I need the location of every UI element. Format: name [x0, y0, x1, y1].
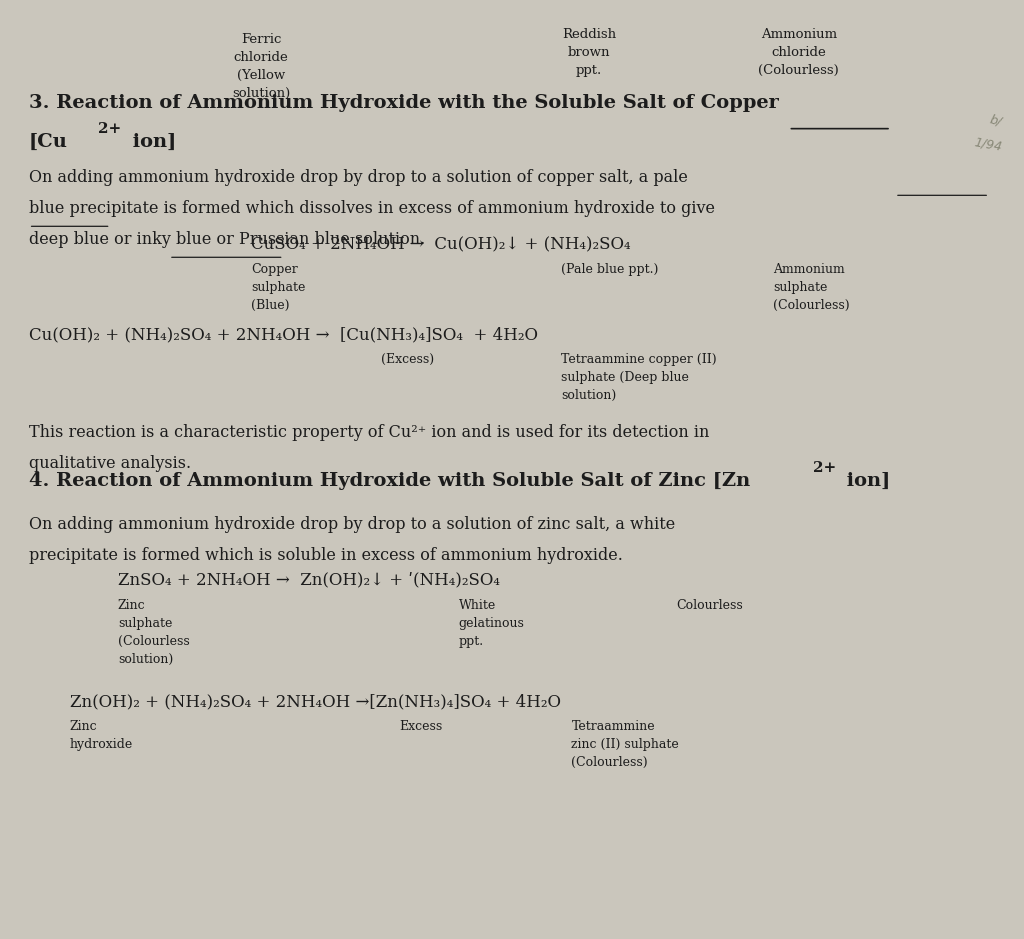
Text: ZnSO₄ + 2NH₄OH →  Zn(OH)₂↓ + ʹ(NH₄)₂SO₄: ZnSO₄ + 2NH₄OH → Zn(OH)₂↓ + ʹ(NH₄)₂SO₄	[118, 571, 500, 588]
Text: White
gelatinous
ppt.: White gelatinous ppt.	[459, 599, 524, 648]
Text: qualitative analysis.: qualitative analysis.	[29, 455, 190, 472]
Text: blue precipitate is formed which dissolves in excess of ammonium hydroxide to gi: blue precipitate is formed which dissolv…	[29, 200, 715, 217]
Text: precipitate is formed which is soluble in excess of ammonium hydroxide.: precipitate is formed which is soluble i…	[29, 547, 623, 564]
Text: Cu(OH)₂ + (NH₄)₂SO₄ + 2NH₄OH →  [Cu(NH₃)₄]SO₄  + 4H₂O: Cu(OH)₂ + (NH₄)₂SO₄ + 2NH₄OH → [Cu(NH₃)₄…	[29, 327, 538, 344]
Text: On adding ammonium hydroxide drop by drop to a solution of copper salt, a pale: On adding ammonium hydroxide drop by dro…	[29, 169, 687, 186]
Text: Reddish
brown
ppt.: Reddish brown ppt.	[562, 28, 615, 77]
Text: deep blue or inky blue or Prussian blue solution.: deep blue or inky blue or Prussian blue …	[29, 231, 425, 248]
Text: Ferric
chloride
(Yellow
solution): Ferric chloride (Yellow solution)	[232, 33, 290, 100]
Text: [Cu: [Cu	[29, 133, 68, 151]
Text: Ammonium
chloride
(Colourless): Ammonium chloride (Colourless)	[759, 28, 839, 77]
Text: 2+: 2+	[813, 461, 837, 475]
Text: Excess: Excess	[399, 720, 442, 733]
Text: Zn(OH)₂ + (NH₄)₂SO₄ + 2NH₄OH →[Zn(NH₃)₄]SO₄ + 4H₂O: Zn(OH)₂ + (NH₄)₂SO₄ + 2NH₄OH →[Zn(NH₃)₄]…	[70, 693, 560, 710]
Text: (Pale blue ppt.): (Pale blue ppt.)	[561, 263, 658, 276]
Text: This reaction is a characteristic property of Cu²⁺ ion and is used for its detec: This reaction is a characteristic proper…	[29, 424, 709, 441]
Text: Copper
sulphate
(Blue): Copper sulphate (Blue)	[251, 263, 305, 312]
Text: On adding ammonium hydroxide drop by drop to a solution of zinc salt, a white: On adding ammonium hydroxide drop by dro…	[29, 516, 675, 533]
Text: ion]: ion]	[126, 133, 176, 151]
Text: 3. Reaction of Ammonium Hydroxide with the Soluble Salt of Copper: 3. Reaction of Ammonium Hydroxide with t…	[29, 94, 778, 112]
Text: Ammonium
sulphate
(Colourless): Ammonium sulphate (Colourless)	[773, 263, 850, 312]
Text: 1/94: 1/94	[973, 136, 1002, 154]
Text: Zinc
hydroxide: Zinc hydroxide	[70, 720, 133, 751]
Text: b/: b/	[988, 113, 1004, 129]
Text: 2+: 2+	[98, 122, 122, 136]
Text: Tetraammine
zinc (II) sulphate
(Colourless): Tetraammine zinc (II) sulphate (Colourle…	[571, 720, 679, 769]
Text: Tetraammine copper (II)
sulphate (Deep blue
solution): Tetraammine copper (II) sulphate (Deep b…	[561, 353, 717, 402]
Text: Zinc
sulphate
(Colourless
solution): Zinc sulphate (Colourless solution)	[118, 599, 189, 666]
Text: CuSO₄ + 2NH₄OH →  Cu(OH)₂↓ + (NH₄)₂SO₄: CuSO₄ + 2NH₄OH → Cu(OH)₂↓ + (NH₄)₂SO₄	[251, 237, 631, 254]
Text: Colourless: Colourless	[676, 599, 742, 612]
Text: (Excess): (Excess)	[381, 353, 434, 366]
Text: 4. Reaction of Ammonium Hydroxide with Soluble Salt of Zinc [Zn: 4. Reaction of Ammonium Hydroxide with S…	[29, 472, 750, 490]
Text: ion]: ion]	[840, 472, 890, 490]
